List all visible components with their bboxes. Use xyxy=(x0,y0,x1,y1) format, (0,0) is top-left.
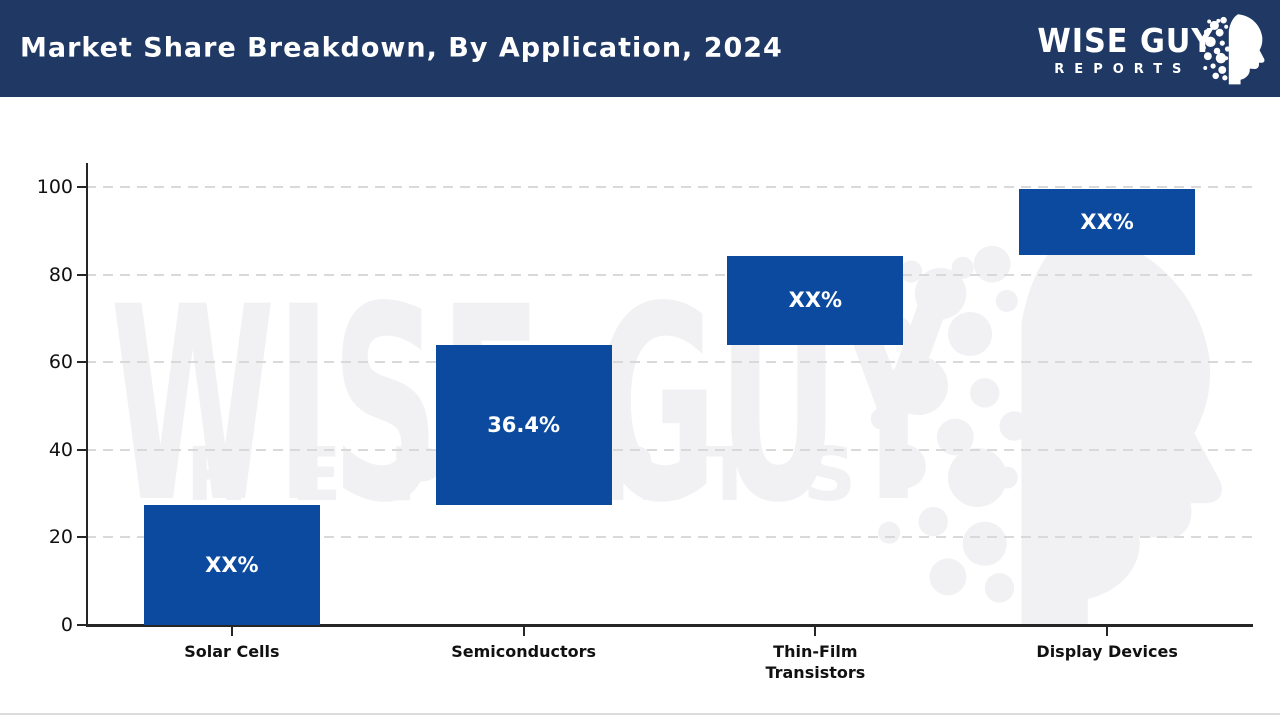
y-tick-mark xyxy=(77,361,86,364)
logo-subtitle: REPORTS xyxy=(1054,62,1192,77)
y-tick-mark xyxy=(77,186,86,188)
y-tick-mark xyxy=(77,624,86,626)
category-label-line: Transistors xyxy=(765,663,866,682)
y-axis-line xyxy=(86,163,88,627)
bar-value-label: XX% xyxy=(788,288,843,313)
y-tick-label: 20 xyxy=(48,526,73,549)
category-label-line: Thin-Film xyxy=(773,642,858,661)
y-tick-mark xyxy=(77,536,86,539)
x-axis-line xyxy=(86,624,1253,627)
bar-value-label: 36.4% xyxy=(487,412,561,437)
category-label: Thin-Film Transistors xyxy=(670,641,962,683)
x-tick-mark xyxy=(230,627,233,636)
gridline-100 xyxy=(86,186,1253,188)
gridline-80 xyxy=(86,273,1253,276)
bar-display-devices: XX% xyxy=(1019,188,1196,255)
bar-solar-cells: XX% xyxy=(143,505,320,625)
y-tick-label: 40 xyxy=(48,438,73,461)
category-label-line: Solar Cells xyxy=(184,642,280,661)
gridline-20 xyxy=(86,536,1253,539)
y-tick-mark xyxy=(77,273,86,276)
y-tick-label: 0 xyxy=(60,614,73,636)
y-tick-label: 60 xyxy=(48,351,73,374)
category-label: Semiconductors xyxy=(378,641,670,662)
category-label: Display Devices xyxy=(961,641,1253,662)
bar-semiconductors: 36.4% xyxy=(435,345,612,505)
y-tick-label: 80 xyxy=(48,263,73,286)
bar-value-label: XX% xyxy=(205,553,259,578)
x-tick-mark xyxy=(814,627,817,636)
category-label: Solar Cells xyxy=(86,641,378,662)
gridline-60 xyxy=(86,361,1253,364)
chart-title: Market Share Breakdown, By Application, … xyxy=(20,31,783,63)
bottom-border xyxy=(0,713,1280,715)
bar-value-label: XX% xyxy=(1080,209,1134,234)
brand-logo: WISE GUY REPORTS xyxy=(1022,4,1272,94)
logo-wordmark: WISE GUY xyxy=(1037,21,1214,60)
y-tick-label: 100 xyxy=(36,176,73,198)
header: Market Share Breakdown, By Application, … xyxy=(0,0,1280,97)
brand-logo-text: WISE GUY REPORTS xyxy=(1022,21,1214,77)
bar-thin-film-transistors: XX% xyxy=(727,255,904,346)
y-tick-mark xyxy=(77,448,86,451)
x-tick-mark xyxy=(522,627,525,636)
x-tick-mark xyxy=(1106,627,1109,636)
gridline-40 xyxy=(86,448,1253,451)
category-label-line: Display Devices xyxy=(1036,642,1178,661)
category-label-line: Semiconductors xyxy=(451,642,597,661)
